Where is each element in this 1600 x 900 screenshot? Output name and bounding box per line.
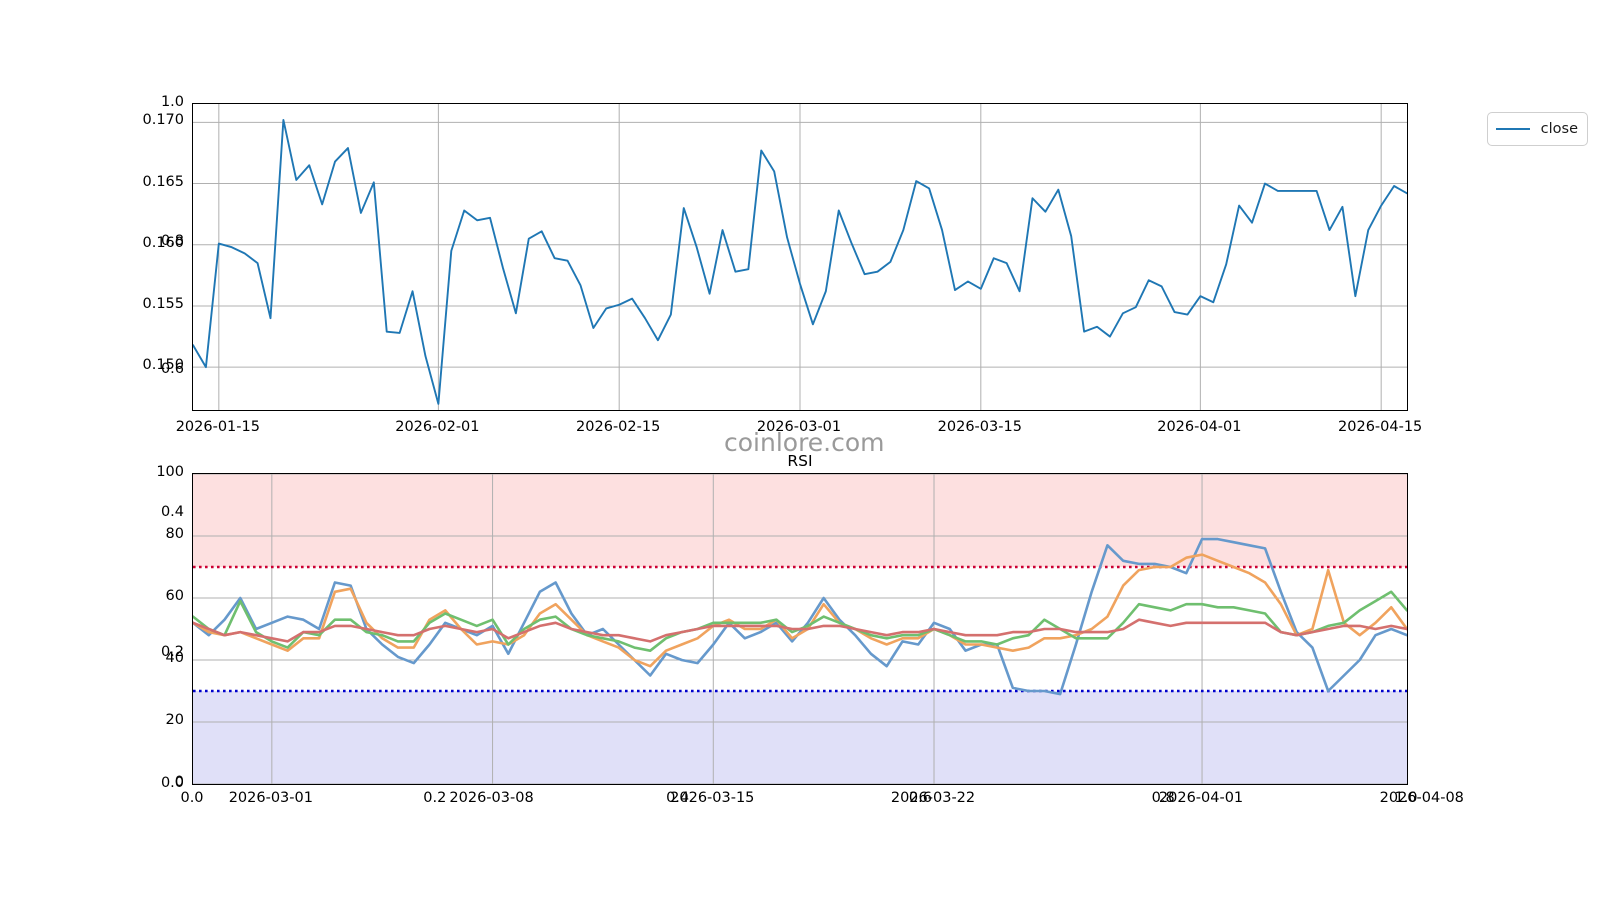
rsi-y-tick-40: 40 xyxy=(165,650,184,666)
rsi-x-numeric-tick-0.8: 0.8 xyxy=(1151,790,1175,806)
price-y-tick-0.160: 0.160 xyxy=(142,234,184,251)
rsi-secondary-y-tick-0.2: 0.2 xyxy=(160,644,184,660)
rsi-x-numeric-tick-1.0: 1.0 xyxy=(1394,790,1418,806)
price-secondary-y-tick-1.0: 1.0 xyxy=(160,94,184,110)
price-x-tick-2026-03-01: 2026-03-01 xyxy=(756,419,842,435)
price-line-svg xyxy=(193,104,1407,410)
price-y-tick-0.165: 0.165 xyxy=(142,173,184,190)
rsi-x-numeric-tick-0.2: 0.2 xyxy=(423,790,447,806)
rsi-x-tick-2026-04-01: 2026-04-01 xyxy=(1158,790,1244,806)
rsi-x-tick-2026-04-08: 2026-04-08 xyxy=(1379,790,1464,806)
rsi-y-tick-100: 100 xyxy=(156,464,184,480)
rsi-y-tick-0: 0 xyxy=(174,774,184,790)
rsi-secondary-y-tick-0.4: 0.4 xyxy=(160,504,184,520)
price-legend[interactable]: close xyxy=(1486,112,1588,146)
legend-swatch-icon xyxy=(1495,128,1530,130)
rsi-x-tick-2026-03-22: 2026-03-22 xyxy=(890,790,976,806)
rsi-x-numeric-tick-0.0: 0.0 xyxy=(180,790,204,806)
watermark: coinlore.com xyxy=(724,428,885,457)
rsi-x-tick-2026-03-01: 2026-03-01 xyxy=(228,790,313,806)
rsi-plot-area xyxy=(192,473,1408,785)
rsi-y-tick-60: 60 xyxy=(165,588,184,604)
rsi-chart-title: RSI xyxy=(787,452,813,470)
rsi-secondary-y-tick-0.0: 0.0 xyxy=(160,775,184,791)
price-y-tick-0.155: 0.155 xyxy=(142,295,184,312)
price-x-tick-2026-04-15: 2026-04-15 xyxy=(1338,419,1423,435)
price-y-tick-0.150: 0.150 xyxy=(142,357,184,374)
rsi-lines-svg xyxy=(193,474,1407,784)
price-chart-panel: 0.150 0.155 0.160 0.165 0.170 0.6 0.8 1.0 2026… xyxy=(0,0,1600,440)
price-x-tick-2026-03-15: 2026-03-15 xyxy=(937,419,1022,435)
price-secondary-y-tick-0.6: 0.6 xyxy=(160,361,184,377)
price-y-tick-0.170: 0.170 xyxy=(142,112,184,129)
rsi-y-tick-80: 80 xyxy=(165,526,184,542)
rsi-x-numeric-tick-0.6: 0.6 xyxy=(908,790,932,806)
price-x-tick-2026-02-01: 2026-02-01 xyxy=(395,419,480,435)
price-legend-item-close[interactable]: close xyxy=(1495,118,1578,140)
rsi-x-tick-2026-04-15: 2026-04-15 xyxy=(1582,790,1600,806)
price-x-tick-2026-02-15: 2026-02-15 xyxy=(576,419,661,435)
rsi-x-tick-2026-03-15: 2026-03-15 xyxy=(670,790,755,806)
rsi-x-tick-2026-03-08: 2026-03-08 xyxy=(449,790,534,806)
price-secondary-y-tick-0.8: 0.8 xyxy=(160,233,184,249)
price-legend-label: close xyxy=(1540,121,1578,137)
rsi-x-numeric-tick-0.4: 0.4 xyxy=(666,790,690,806)
price-x-tick-2026-04-01: 2026-04-01 xyxy=(1157,419,1242,435)
rsi-y-tick-20: 20 xyxy=(165,712,184,728)
price-x-tick-2026-01-15: 2026-01-15 xyxy=(175,419,260,435)
price-plot-area xyxy=(192,103,1408,411)
